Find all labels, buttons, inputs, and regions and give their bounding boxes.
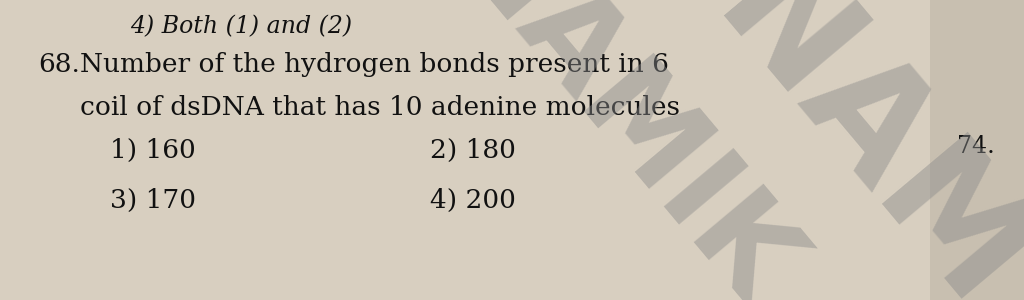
Text: 68.: 68. (38, 52, 80, 77)
Text: coil of dsDNA that has 10 adenine molecules: coil of dsDNA that has 10 adenine molecu… (80, 95, 680, 120)
Text: Number of the hydrogen bonds present in 6: Number of the hydrogen bonds present in … (80, 52, 669, 77)
Text: 4) 200: 4) 200 (430, 188, 516, 213)
Text: NAM: NAM (685, 0, 1024, 300)
Text: 2) 180: 2) 180 (430, 138, 516, 163)
Text: 3) 170: 3) 170 (110, 188, 196, 213)
Text: 1) 160: 1) 160 (110, 138, 196, 163)
Text: NAMIK: NAMIK (423, 0, 817, 300)
Bar (930, 0, 1024, 300)
Text: 74.: 74. (957, 135, 995, 158)
Text: 4) Both (1) and (2): 4) Both (1) and (2) (130, 15, 352, 38)
